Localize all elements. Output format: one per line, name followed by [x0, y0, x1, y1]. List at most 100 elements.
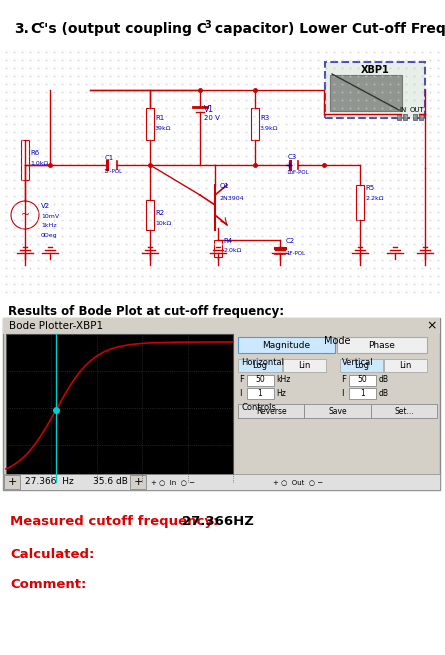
Text: F: F: [341, 375, 346, 384]
Text: 35.6 dB: 35.6 dB: [93, 477, 128, 487]
Text: I: I: [239, 388, 242, 398]
Bar: [413, 114, 417, 120]
Text: 2.0kΩ: 2.0kΩ: [223, 248, 241, 253]
FancyBboxPatch shape: [247, 388, 274, 398]
Text: kHz: kHz: [276, 375, 291, 384]
FancyBboxPatch shape: [130, 475, 146, 489]
Text: 39kΩ: 39kΩ: [155, 126, 171, 131]
Text: Lin: Lin: [298, 361, 311, 370]
Text: 1kHz: 1kHz: [41, 223, 57, 228]
FancyBboxPatch shape: [247, 375, 274, 386]
Text: 20 V: 20 V: [204, 115, 220, 121]
Text: 27.366  Hz: 27.366 Hz: [25, 477, 74, 487]
Text: ×: ×: [427, 320, 437, 333]
Text: 1uF-POL: 1uF-POL: [286, 170, 309, 175]
Text: IN: IN: [399, 107, 407, 113]
Text: Controls: Controls: [241, 403, 276, 412]
Text: C3: C3: [288, 154, 297, 160]
Text: C2: C2: [286, 238, 295, 244]
FancyBboxPatch shape: [349, 375, 376, 386]
Text: Log: Log: [354, 361, 369, 370]
Text: 50: 50: [358, 375, 367, 384]
Bar: [21, 140, 29, 180]
Text: 1: 1: [258, 388, 263, 398]
Text: Q1: Q1: [220, 183, 230, 189]
FancyBboxPatch shape: [336, 337, 427, 353]
Text: c: c: [39, 20, 45, 30]
Text: 1F-POL: 1F-POL: [103, 169, 122, 174]
Bar: [403, 114, 407, 120]
Text: capacitor) Lower Cut-off Frequency:: capacitor) Lower Cut-off Frequency:: [210, 22, 445, 36]
FancyBboxPatch shape: [384, 359, 427, 372]
Text: Phase: Phase: [368, 341, 395, 350]
Text: Log: Log: [252, 361, 267, 370]
Text: 1.0kΩ: 1.0kΩ: [30, 161, 48, 166]
FancyBboxPatch shape: [371, 404, 437, 418]
Text: 27.366HZ: 27.366HZ: [182, 515, 254, 528]
Text: 10kΩ: 10kΩ: [155, 221, 171, 226]
Text: Mode: Mode: [324, 336, 351, 346]
Text: 1: 1: [360, 388, 365, 398]
Bar: [356, 185, 364, 220]
Text: +: +: [134, 477, 143, 487]
Text: R2: R2: [155, 210, 164, 216]
Bar: [397, 114, 401, 120]
Text: Lin: Lin: [399, 361, 412, 370]
FancyBboxPatch shape: [238, 337, 335, 353]
Text: Calculated:: Calculated:: [10, 548, 94, 561]
Text: 10mV: 10mV: [41, 214, 59, 219]
Bar: [251, 108, 259, 140]
Bar: [419, 114, 423, 120]
Text: Hz: Hz: [276, 388, 286, 398]
Bar: [146, 200, 154, 230]
Text: R6: R6: [30, 150, 39, 156]
Text: R1: R1: [155, 115, 164, 121]
Text: R3: R3: [260, 115, 269, 121]
Text: + ○  In  ○ −: + ○ In ○ −: [151, 479, 195, 485]
Text: Vertical: Vertical: [341, 358, 373, 367]
Text: 2N3904: 2N3904: [220, 196, 245, 201]
Text: Set...: Set...: [394, 407, 414, 415]
Text: +: +: [7, 477, 17, 487]
Text: Magnitude: Magnitude: [262, 341, 310, 350]
Bar: [3, 474, 440, 490]
FancyBboxPatch shape: [238, 359, 282, 372]
Text: Results of Bode Plot at cut-off frequency:: Results of Bode Plot at cut-off frequenc…: [8, 305, 284, 318]
Text: 3: 3: [204, 20, 211, 30]
FancyBboxPatch shape: [238, 404, 304, 418]
Text: 50: 50: [255, 375, 265, 384]
Text: 's (output coupling C: 's (output coupling C: [44, 22, 207, 36]
FancyBboxPatch shape: [349, 388, 376, 398]
FancyBboxPatch shape: [4, 475, 20, 489]
Text: 0Deg: 0Deg: [41, 233, 57, 238]
FancyBboxPatch shape: [325, 62, 425, 118]
Text: Horizontal: Horizontal: [241, 358, 284, 367]
Text: + ○  Out  ○ −: + ○ Out ○ −: [273, 479, 323, 485]
Text: Measured cutoff frequency:: Measured cutoff frequency:: [10, 515, 223, 528]
Text: Comment:: Comment:: [10, 578, 86, 591]
Text: 3.9kΩ: 3.9kΩ: [260, 126, 279, 131]
Bar: [330, 75, 402, 111]
Text: Reverse: Reverse: [256, 407, 287, 415]
Text: I: I: [341, 388, 344, 398]
Bar: [146, 108, 154, 140]
Text: 1F-POL: 1F-POL: [286, 251, 305, 256]
Circle shape: [11, 201, 39, 229]
Text: V1: V1: [204, 105, 214, 114]
Text: 3.: 3.: [14, 22, 29, 36]
Text: 2.2kΩ: 2.2kΩ: [365, 196, 384, 201]
Text: R4: R4: [223, 238, 232, 244]
FancyBboxPatch shape: [304, 404, 371, 418]
Text: OUT: OUT: [410, 107, 425, 113]
FancyBboxPatch shape: [283, 359, 326, 372]
Bar: [3, 318, 440, 334]
Bar: [214, 240, 222, 257]
Text: ~: ~: [20, 210, 30, 220]
Text: R5: R5: [365, 185, 374, 191]
Text: F: F: [239, 375, 244, 384]
Text: V2: V2: [41, 203, 50, 209]
Text: C: C: [30, 22, 40, 36]
Text: Bode Plotter-XBP1: Bode Plotter-XBP1: [9, 321, 103, 331]
Text: C1: C1: [105, 155, 114, 161]
Text: XBP1: XBP1: [360, 65, 389, 75]
